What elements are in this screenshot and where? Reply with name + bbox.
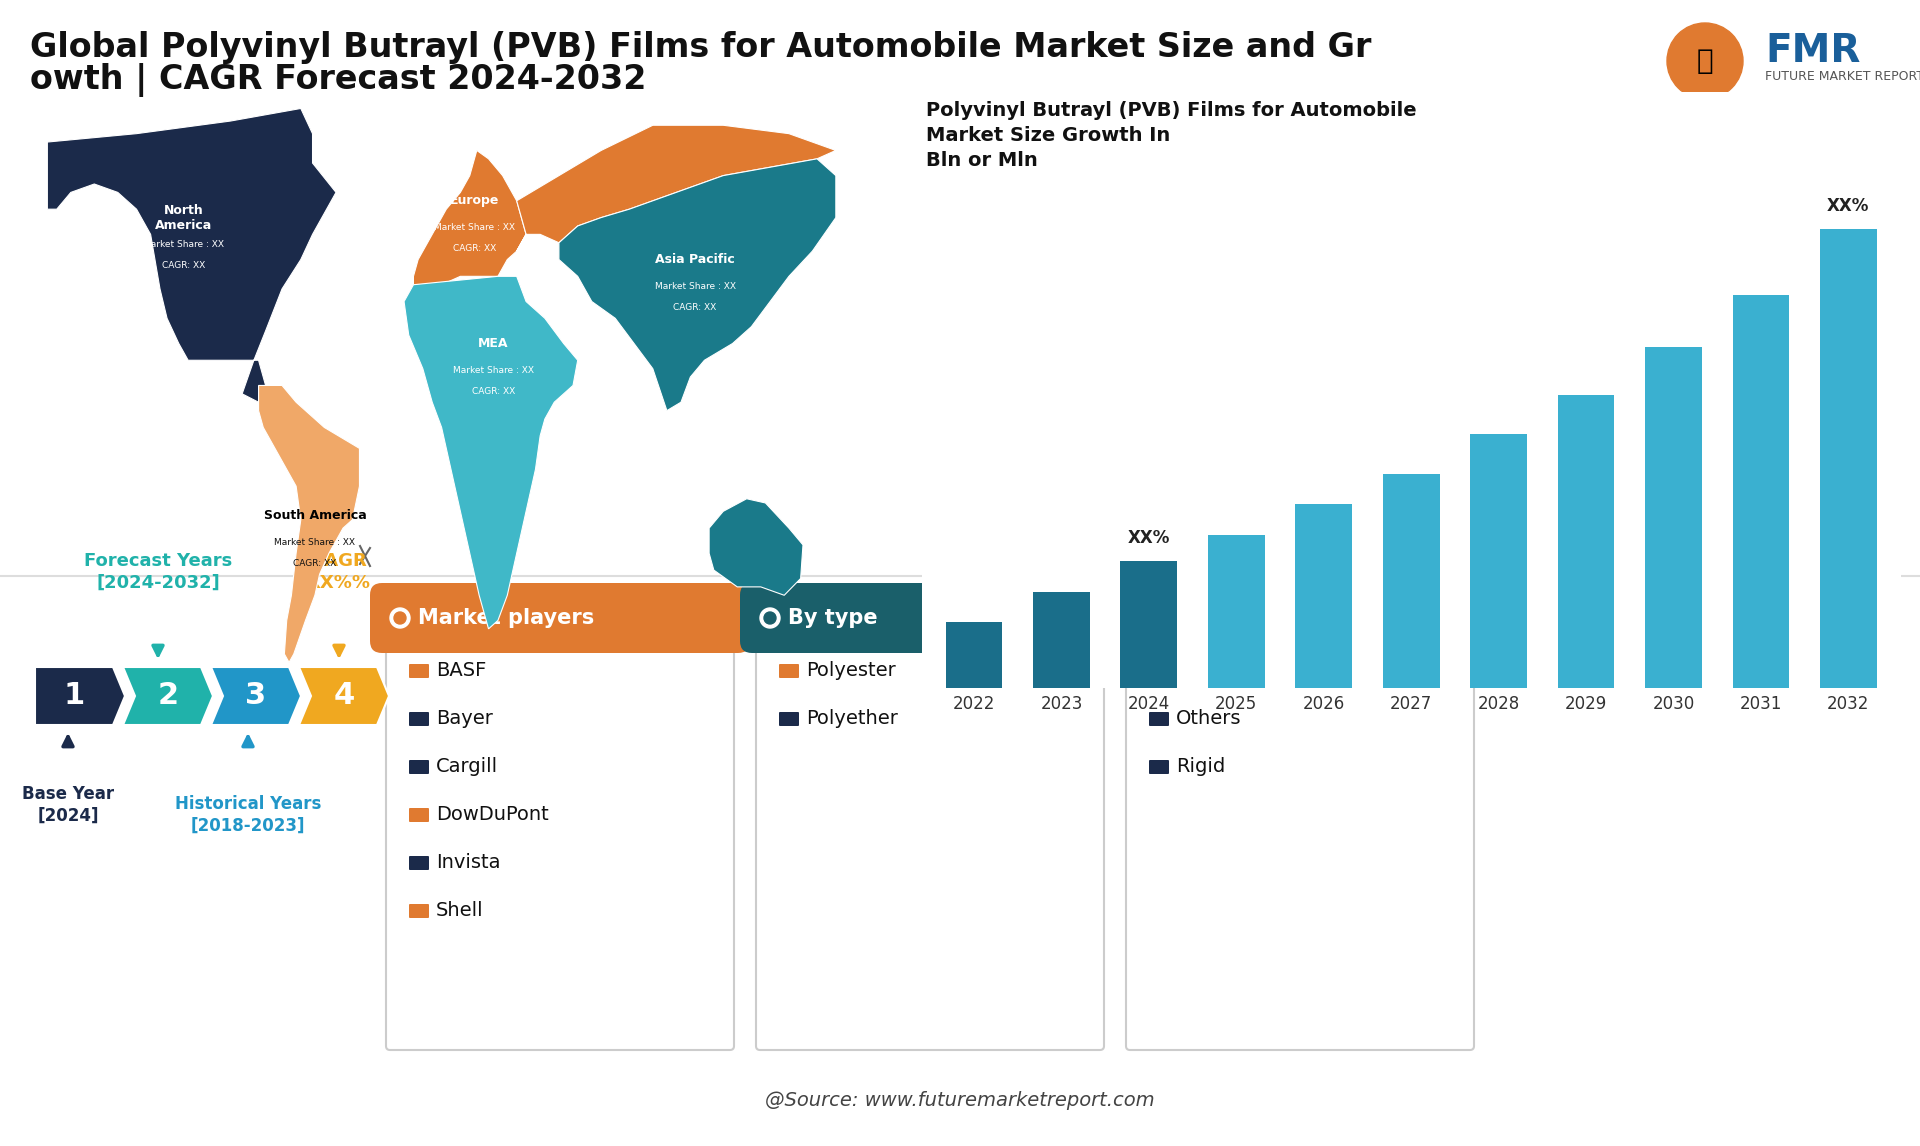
Bar [1645, 347, 1701, 688]
Text: 📷: 📷 [1697, 47, 1713, 74]
Bar [1557, 395, 1615, 688]
Text: owth | CAGR Forecast 2024-2032: owth | CAGR Forecast 2024-2032 [31, 63, 647, 97]
Polygon shape [403, 276, 578, 629]
Bar [1208, 535, 1265, 688]
Text: FMR: FMR [1764, 32, 1860, 70]
FancyBboxPatch shape [371, 583, 751, 653]
Polygon shape [300, 667, 390, 725]
Text: Polyether: Polyether [806, 709, 899, 729]
Text: Market Share : XX: Market Share : XX [434, 223, 515, 233]
Text: Europe: Europe [449, 195, 499, 207]
Text: Others: Others [1175, 709, 1242, 729]
FancyBboxPatch shape [409, 856, 428, 870]
Text: CAGR: XX: CAGR: XX [472, 387, 515, 395]
Text: Polyvinyl Butrayl (PVB) Films for Automobile
Market Size Growth In
Bln or Mln: Polyvinyl Butrayl (PVB) Films for Automo… [925, 101, 1417, 170]
FancyBboxPatch shape [1148, 760, 1169, 774]
Text: BASF: BASF [436, 661, 486, 681]
FancyBboxPatch shape [1148, 712, 1169, 727]
Text: CAGR
XX%%: CAGR XX%% [307, 552, 371, 592]
Polygon shape [413, 150, 526, 284]
Text: XX%: XX% [1127, 528, 1169, 547]
Text: Flexible: Flexible [1175, 661, 1252, 681]
FancyBboxPatch shape [1148, 664, 1169, 678]
Polygon shape [559, 159, 835, 410]
Text: Global Polyvinyl Butrayl (PVB) Films for Automobile Market Size and Gr: Global Polyvinyl Butrayl (PVB) Films for… [31, 31, 1371, 64]
Text: Rigid: Rigid [1175, 758, 1225, 777]
Circle shape [394, 612, 405, 625]
Text: Forecast Years
[2024-2032]: Forecast Years [2024-2032] [84, 552, 232, 592]
Text: CAGR: XX: CAGR: XX [453, 244, 495, 253]
FancyBboxPatch shape [780, 664, 799, 678]
Circle shape [1667, 23, 1743, 99]
Polygon shape [35, 667, 125, 725]
Text: MEA: MEA [478, 337, 509, 350]
Text: Asia Pacific: Asia Pacific [655, 253, 735, 266]
Bar [1382, 473, 1440, 688]
Text: 3: 3 [246, 682, 267, 711]
Polygon shape [516, 125, 835, 251]
Polygon shape [211, 667, 301, 725]
Text: DowDuPont: DowDuPont [436, 806, 549, 824]
Text: Shell: Shell [436, 902, 484, 920]
Text: XX%: XX% [1828, 197, 1870, 214]
Text: Cargill: Cargill [436, 758, 497, 777]
FancyBboxPatch shape [1110, 583, 1490, 653]
Text: Market Share : XX: Market Share : XX [142, 240, 225, 249]
Text: Historical Years
[2018-2023]: Historical Years [2018-2023] [175, 795, 321, 835]
Polygon shape [123, 667, 213, 725]
Circle shape [1131, 609, 1150, 628]
Bar [1033, 591, 1091, 688]
FancyBboxPatch shape [756, 587, 1104, 1050]
Polygon shape [708, 499, 803, 595]
Polygon shape [48, 109, 336, 402]
Circle shape [764, 612, 776, 625]
Text: Market Share : XX: Market Share : XX [655, 282, 735, 291]
Bar [1296, 504, 1352, 688]
Text: By type: By type [787, 609, 877, 628]
FancyBboxPatch shape [739, 583, 1119, 653]
Text: By application: By application [1158, 609, 1325, 628]
Text: Invista: Invista [436, 854, 501, 872]
Text: Market Share : XX: Market Share : XX [275, 537, 355, 547]
Text: 2: 2 [157, 682, 179, 711]
Text: CAGR: XX: CAGR: XX [294, 559, 336, 568]
FancyBboxPatch shape [409, 712, 428, 727]
Text: Base Year
[2024]: Base Year [2024] [21, 785, 113, 825]
Text: CAGR: XX: CAGR: XX [674, 303, 716, 312]
Bar [1471, 434, 1526, 688]
Text: @Source: www.futuremarketreport.com: @Source: www.futuremarketreport.com [766, 1091, 1154, 1110]
Circle shape [760, 609, 780, 628]
Text: Market players: Market players [419, 609, 595, 628]
Text: North
America: North America [156, 204, 211, 231]
FancyBboxPatch shape [409, 664, 428, 678]
Circle shape [1135, 612, 1146, 625]
Text: Market Share : XX: Market Share : XX [453, 366, 534, 375]
Text: Polyester: Polyester [806, 661, 897, 681]
FancyBboxPatch shape [780, 712, 799, 727]
FancyBboxPatch shape [386, 587, 733, 1050]
Bar [947, 622, 1002, 688]
FancyBboxPatch shape [409, 808, 428, 822]
Bar [1820, 229, 1876, 688]
FancyBboxPatch shape [409, 760, 428, 774]
FancyBboxPatch shape [409, 904, 428, 918]
Text: 4: 4 [334, 682, 355, 711]
Bar [1732, 295, 1789, 688]
Text: South America: South America [263, 509, 367, 523]
Text: 1: 1 [63, 682, 84, 711]
Text: CAGR: XX: CAGR: XX [161, 261, 205, 270]
Circle shape [390, 609, 411, 628]
FancyBboxPatch shape [1125, 587, 1475, 1050]
Bar [1121, 562, 1177, 688]
Polygon shape [259, 385, 359, 662]
Text: Bayer: Bayer [436, 709, 493, 729]
Text: FUTURE MARKET REPORT: FUTURE MARKET REPORT [1764, 70, 1920, 83]
